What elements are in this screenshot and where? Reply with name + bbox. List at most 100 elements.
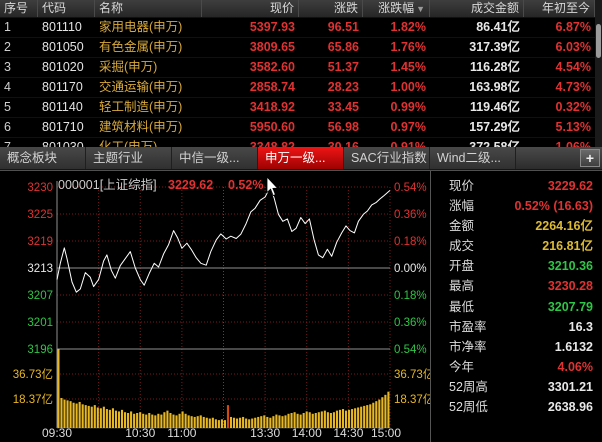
column-header-5[interactable]: 涨跌 [299, 0, 363, 17]
svg-text:11:00: 11:00 [167, 426, 196, 440]
table-row[interactable]: 3 801020 采掘(申万) 3582.60 51.37 1.45% 116.28亿 4.5… [0, 58, 602, 78]
cell-change-pct: 0.97% [390, 120, 426, 134]
sector-index-table: 序号 代码 名称 现价 涨跌 涨跌幅 ▼ 成交金额 年初至今 1 801110 家用电器(申万) 53… [0, 0, 602, 147]
column-header-3[interactable]: 名称 [95, 0, 202, 17]
cell-name: 家用电器(申万) [99, 20, 183, 34]
table-row[interactable]: 4 801170 交通运输(申万) 2858.74 28.23 1.00% 163.98亿 4… [0, 78, 602, 98]
quote-value: 3229.62 [547, 179, 593, 193]
cell-change-pct: 0.99% [390, 100, 426, 114]
cell-name: 化工(申万) [99, 140, 158, 147]
quote-label: 现价 [449, 179, 475, 193]
svg-text:14:00: 14:00 [292, 426, 322, 440]
cell-code: 801110 [42, 20, 82, 34]
cell-name: 交通运输(申万) [99, 80, 183, 94]
cell-price: 2858.74 [249, 80, 295, 94]
cell-code: 801170 [42, 80, 83, 94]
cell-change-pct: 1.76% [390, 40, 426, 54]
column-header-2[interactable]: 代码 [38, 0, 95, 17]
cell-ytd: 5.13% [555, 120, 591, 134]
table-row[interactable]: 2 801050 有色金属(申万) 3809.65 65.86 1.76% 317.39亿 6… [0, 38, 602, 58]
quote-label: 今年 [449, 359, 475, 374]
quote-value: 1.6132 [554, 339, 593, 354]
quote-value: 2638.96 [547, 400, 593, 415]
scrollbar-thumb[interactable] [596, 24, 601, 58]
svg-text:0.36%: 0.36% [394, 209, 427, 221]
svg-text:3219: 3219 [27, 236, 53, 248]
cell-price: 3418.92 [249, 100, 295, 114]
quote-label: 金额 [449, 219, 475, 234]
quote-value: 216.81亿 [542, 239, 593, 254]
cell-change: 28.23 [327, 80, 359, 94]
tab-Wind二级[interactable]: Wind二级... [430, 147, 516, 169]
cell-price: 5397.93 [249, 20, 295, 34]
intraday-chart[interactable]: 3230 3225 3219 3213 3207 3201 3196 36.73亿 18.37亿… [0, 171, 430, 442]
svg-text:36.73亿: 36.73亿 [394, 368, 430, 381]
quote-label: 最低 [449, 299, 475, 314]
svg-text:15:00: 15:00 [371, 426, 401, 440]
svg-text:3196: 3196 [27, 344, 53, 356]
svg-text:0.36%: 0.36% [394, 317, 427, 329]
table-row[interactable]: 7 801030 化工(申万) 3348.82 30.16 0.91% 372.58亿 1.0… [0, 138, 602, 147]
column-header-7[interactable]: 成交金额 [430, 0, 524, 17]
svg-text:09:30: 09:30 [42, 426, 72, 440]
svg-text:0.52%: 0.52% [228, 178, 263, 192]
table-body: 1 801110 家用电器(申万) 5397.93 96.51 1.82% 86.41亿 6.… [0, 18, 602, 147]
cell-turnover: 163.98亿 [469, 80, 520, 94]
table-header: 序号 代码 名称 现价 涨跌 涨跌幅 ▼ 成交金额 年初至今 [0, 0, 602, 18]
quote-value: 3207.79 [547, 299, 593, 314]
svg-text:000001[上证综指]: 000001[上证综指] [58, 177, 157, 192]
quote-label: 涨幅 [449, 199, 475, 214]
table-scrollbar[interactable] [595, 0, 602, 147]
cell-change-pct: 0.91% [390, 140, 426, 147]
cell-change: 33.45 [327, 100, 359, 114]
quote-value: 0.52% (16.63) [514, 199, 593, 214]
quote-row: 最高 3230.28 [431, 276, 602, 296]
svg-text:0.18%: 0.18% [394, 236, 427, 248]
quote-row: 现价 3229.62 [431, 176, 602, 196]
cell-code: 801140 [42, 100, 83, 114]
cell-seq: 2 [4, 40, 11, 54]
cell-turnover: 317.39亿 [469, 40, 520, 54]
tab-申万一级[interactable]: 申万一级... [258, 147, 344, 169]
column-header-6[interactable]: 涨跌幅 ▼ [363, 0, 430, 17]
svg-text:0.18%: 0.18% [394, 290, 427, 302]
column-header-4[interactable]: 现价 [202, 0, 299, 17]
add-tab-button[interactable]: + [580, 149, 600, 167]
quote-detail-panel: 现价 3229.62 涨幅 0.52% (16.63) 金额 2264.16亿 成交 216.… [430, 171, 602, 442]
tab-概念板块[interactable]: 概念板块 [0, 147, 86, 169]
tab-SAC行业指数[interactable]: SAC行业指数 [344, 147, 430, 169]
cell-seq: 6 [4, 120, 11, 134]
cell-price: 3809.65 [249, 40, 295, 54]
cell-turnover: 372.58亿 [469, 140, 520, 147]
cell-seq: 7 [4, 140, 11, 147]
quote-value: 3210.36 [547, 259, 593, 274]
cell-code: 801710 [42, 120, 84, 134]
column-header-8[interactable]: 年初至今 [524, 0, 595, 17]
cell-ytd: 0.32% [555, 100, 591, 114]
cell-change-pct: 1.82% [390, 20, 426, 34]
svg-text:3201: 3201 [27, 317, 53, 329]
tab-中信一级[interactable]: 中信一级... [172, 147, 258, 169]
sector-tab-bar: 概念板块 主题行业 中信一级... 申万一级... SAC行业指数 Wind二级... + [0, 147, 602, 170]
quote-row: 52周高 3301.21 [431, 377, 602, 397]
cell-turnover: 86.41亿 [476, 20, 520, 34]
svg-text:13:30: 13:30 [250, 426, 280, 440]
cell-price: 3582.60 [249, 60, 295, 74]
svg-text:18.37亿: 18.37亿 [394, 393, 430, 406]
cell-turnover: 157.29亿 [469, 120, 520, 134]
quote-row: 52周低 2638.96 [431, 397, 602, 417]
svg-text:0.54%: 0.54% [394, 182, 427, 194]
cell-code: 801030 [42, 140, 84, 147]
quote-row: 涨幅 0.52% (16.63) [431, 196, 602, 216]
table-row[interactable]: 1 801110 家用电器(申万) 5397.93 96.51 1.82% 86.41亿 6.… [0, 18, 602, 38]
table-row[interactable]: 5 801140 轻工制造(申万) 3418.92 33.45 0.99% 119.46亿 0… [0, 98, 602, 118]
column-header-1[interactable]: 序号 [0, 0, 38, 17]
cell-change: 65.86 [327, 40, 359, 54]
cell-code: 801050 [42, 40, 84, 54]
cell-change: 51.37 [327, 60, 359, 74]
tab-主题行业[interactable]: 主题行业 [86, 147, 172, 169]
cell-ytd: 1.06% [555, 140, 591, 147]
quote-label: 市盈率 [449, 319, 487, 334]
table-row[interactable]: 6 801710 建筑材料(申万) 5950.60 56.98 0.97% 157.29亿 5… [0, 118, 602, 138]
quote-label: 最高 [449, 279, 475, 294]
